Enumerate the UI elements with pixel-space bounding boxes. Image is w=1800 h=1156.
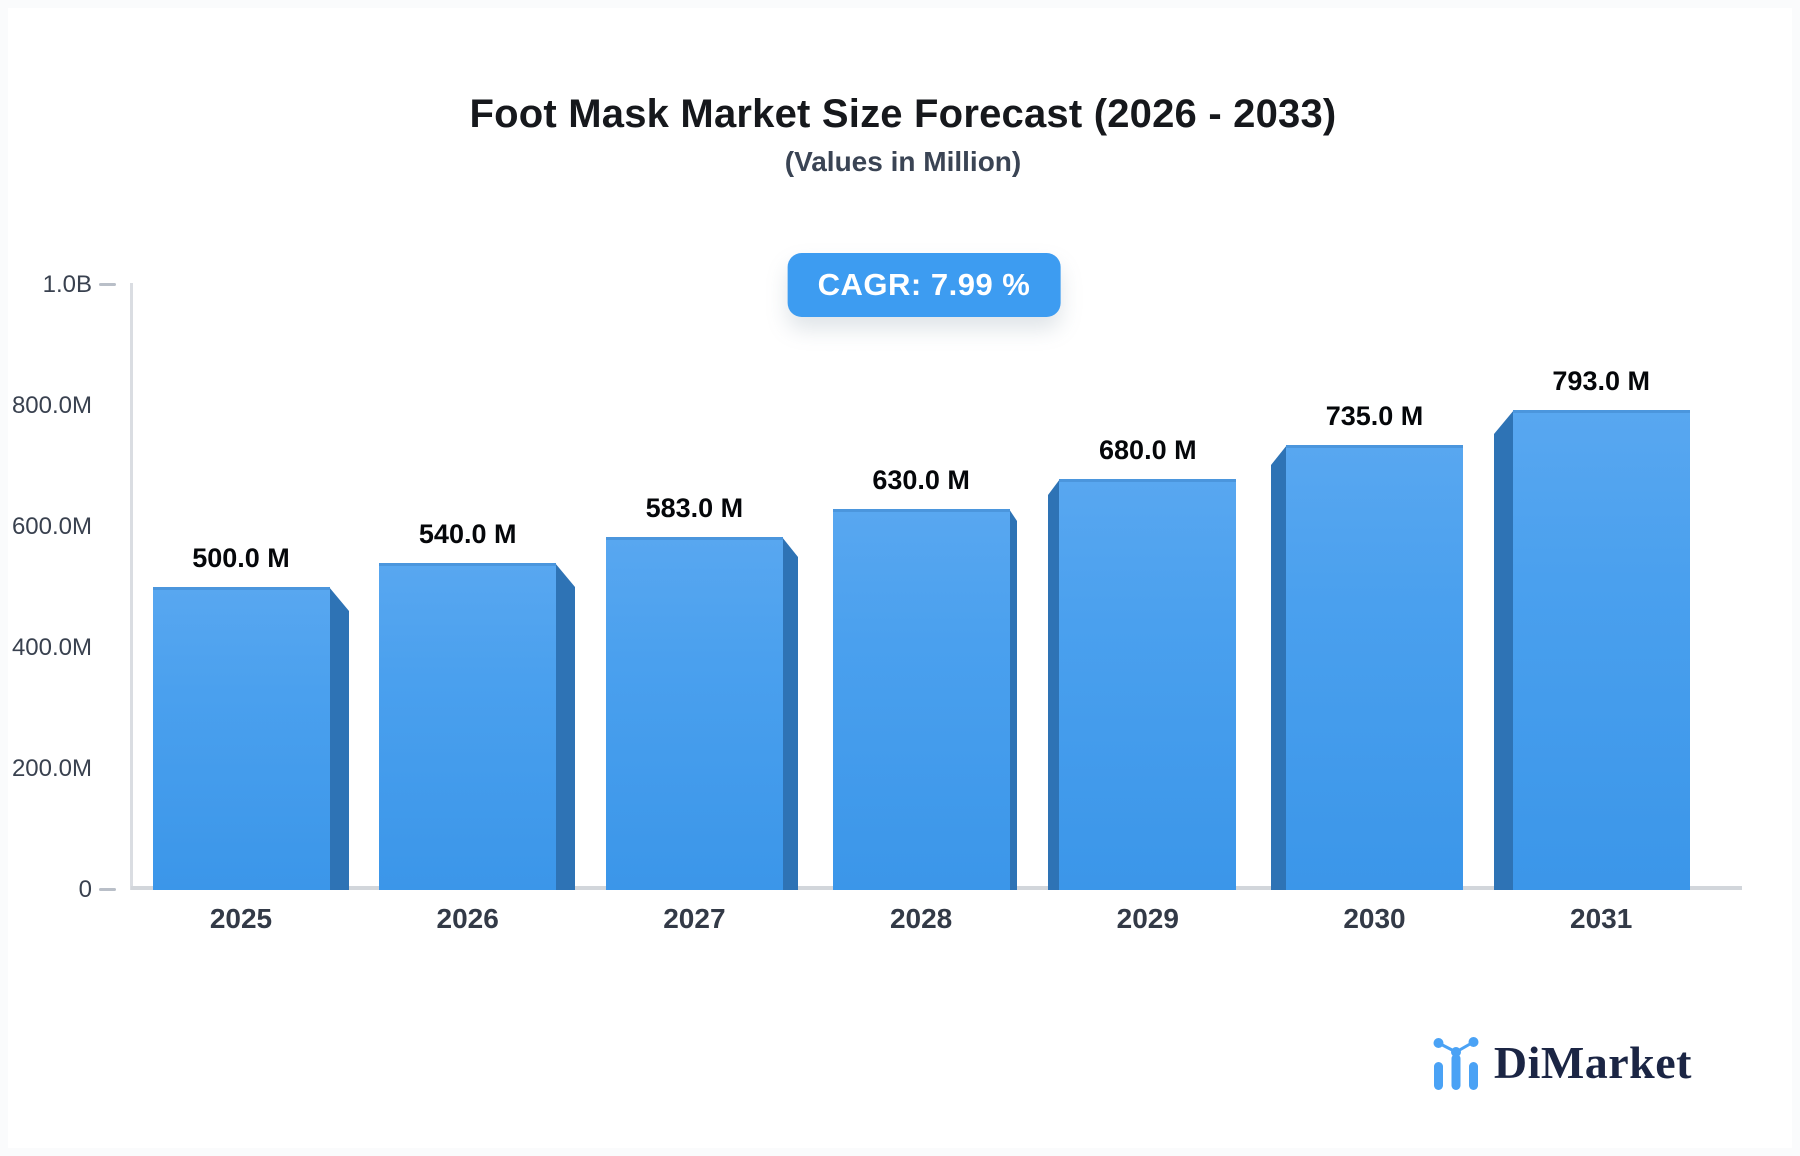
- y-axis-line: [130, 283, 133, 890]
- bar-2027: [606, 537, 783, 890]
- bar-2031: [1513, 410, 1690, 890]
- x-axis-label-2031: 2031: [1570, 903, 1633, 934]
- y-axis-tick-dash: [99, 283, 116, 286]
- y-axis-tick-label: 200.0M: [11, 755, 92, 782]
- bar-2028: [833, 509, 1010, 890]
- y-axis-tick-label: 1.0B: [42, 271, 92, 298]
- brand-logo: DiMarket: [1432, 1036, 1692, 1090]
- bar-side-panel-2031: [1494, 410, 1514, 890]
- bar-value-label: 540.0 M: [418, 519, 517, 549]
- bar-side-panel-2026: [555, 563, 575, 890]
- y-axis-tick-label: 800.0M: [11, 392, 92, 419]
- bar-side-panel-2025: [329, 587, 349, 890]
- bar-side-panel-2027: [782, 537, 798, 890]
- y-axis-tick-dash: [99, 888, 116, 891]
- x-axis-label-2027: 2027: [663, 903, 726, 934]
- y-axis-tick-label: 400.0M: [11, 634, 92, 661]
- bar-side-panel-2028: [1009, 509, 1017, 890]
- chart-subtitle: (Values in Million): [784, 146, 1022, 177]
- bar-chart-logo-icon: [1433, 1037, 1479, 1090]
- bar-value-label: 793.0 M: [1552, 366, 1650, 396]
- x-axis-label-2029: 2029: [1116, 903, 1179, 934]
- bar-2026: [379, 563, 556, 890]
- bar-2029: [1059, 479, 1236, 890]
- y-axis-tick-label: 0: [78, 876, 92, 903]
- cagr-badge: CAGR: 7.99 %: [787, 253, 1061, 317]
- x-axis-label-2025: 2025: [209, 903, 273, 934]
- bar-side-panel-2029: [1048, 479, 1060, 890]
- bar-2025: [153, 587, 330, 890]
- bar-value-label: 583.0 M: [645, 493, 744, 523]
- bar-side-panel-2030: [1271, 445, 1287, 890]
- bar-value-label: 735.0 M: [1325, 401, 1424, 431]
- y-axis-tick-label: 600.0M: [11, 513, 92, 540]
- chart-title: Foot Mask Market Size Forecast (2026 - 2…: [469, 92, 1337, 136]
- bar-2030: [1286, 445, 1463, 890]
- bar-value-label: 500.0 M: [192, 543, 290, 573]
- bar-value-label: 680.0 M: [1099, 435, 1197, 465]
- bar-value-label: 630.0 M: [872, 465, 970, 495]
- brand-logo-text: DiMarket: [1493, 1037, 1692, 1088]
- x-axis-label-2030: 2030: [1343, 903, 1406, 934]
- x-axis-label-2028: 2028: [889, 903, 953, 934]
- x-axis-label-2026: 2026: [436, 903, 499, 934]
